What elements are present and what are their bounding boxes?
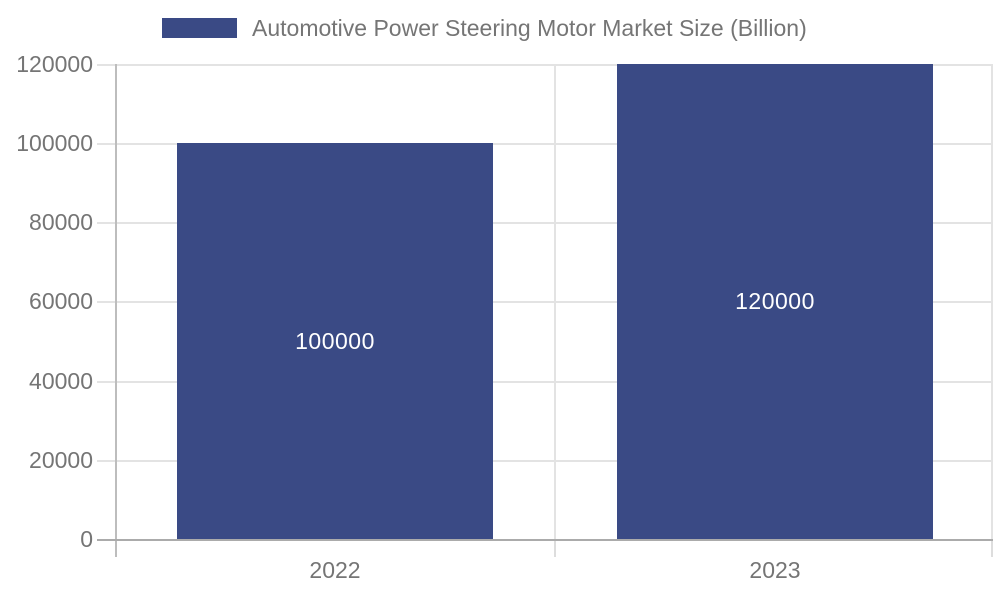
chart-title: Automotive Power Steering Motor Market S… — [252, 15, 807, 41]
y-tick-label: 80000 — [29, 209, 93, 235]
x-tick-middle — [554, 539, 556, 557]
gridline-right-edge — [991, 64, 993, 539]
x-axis-line — [97, 539, 993, 541]
bar-value-label: 120000 — [735, 288, 815, 314]
gridline-80000 — [97, 222, 993, 224]
plot-area: 100000 120000 120000 100000 80000 60000 … — [16, 51, 993, 583]
gridline-100000 — [97, 143, 993, 145]
gridline-40000 — [97, 381, 993, 383]
y-tick-label: 100000 — [16, 130, 93, 156]
y-tick-label: 20000 — [29, 447, 93, 473]
legend-swatch — [162, 18, 237, 38]
x-tick-right — [991, 539, 993, 557]
y-tick-label: 120000 — [16, 51, 93, 77]
bar-2022: 100000 — [177, 143, 493, 539]
y-tick-label: 40000 — [29, 368, 93, 394]
legend: Automotive Power Steering Motor Market S… — [162, 15, 807, 41]
gridline-20000 — [97, 460, 993, 462]
x-tick-label: 2023 — [749, 557, 801, 583]
x-tick-label: 2022 — [309, 557, 361, 583]
gridline-120000 — [97, 64, 993, 66]
gridline-60000 — [97, 301, 993, 303]
y-axis-spine — [115, 64, 117, 557]
bar-value-label: 100000 — [295, 327, 375, 354]
y-tick-label: 0 — [80, 526, 93, 552]
bar-2023: 120000 — [617, 64, 933, 539]
gridline-category-divider — [554, 64, 556, 539]
y-tick-label: 60000 — [29, 288, 93, 314]
